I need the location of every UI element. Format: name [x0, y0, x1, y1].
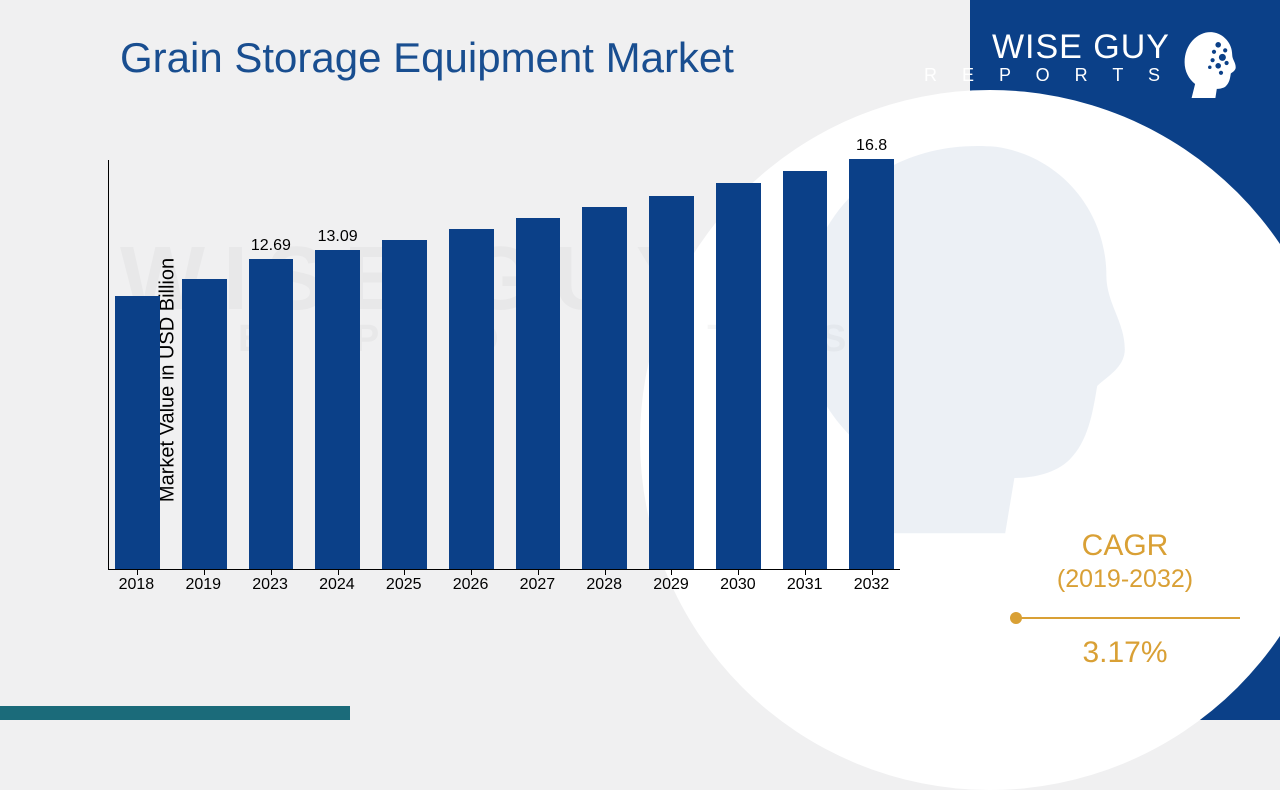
cagr-label: CAGR	[1010, 529, 1240, 563]
x-category-label: 2030	[715, 570, 760, 600]
x-category-label: 2026	[448, 570, 493, 600]
bar-chart: Market Value in USD Billion 12.6913.0916…	[60, 160, 900, 600]
cagr-divider	[1010, 608, 1240, 628]
x-category-label: 2027	[515, 570, 560, 600]
bar-value-label: 13.09	[318, 228, 358, 246]
bar	[516, 218, 561, 569]
cagr-block: CAGR (2019-2032) 3.17%	[1010, 529, 1240, 670]
bar-wrap: 16.8	[849, 159, 894, 569]
bar	[449, 229, 494, 569]
bar	[249, 259, 294, 569]
bar	[783, 171, 828, 569]
bar-wrap	[182, 279, 227, 569]
bar	[315, 250, 360, 569]
x-category-label: 2032	[849, 570, 894, 600]
bar	[582, 207, 627, 569]
x-category-label: 2023	[248, 570, 293, 600]
x-category-label: 2024	[314, 570, 359, 600]
bar-value-label: 12.69	[251, 237, 291, 255]
x-category-label: 2019	[181, 570, 226, 600]
bar-wrap	[783, 171, 828, 569]
x-category-label: 2018	[114, 570, 159, 600]
chart-title: Grain Storage Equipment Market	[120, 34, 734, 82]
plot-area: 12.69 13.09 16.8	[108, 160, 900, 570]
bar-value-label: 16.8	[856, 137, 887, 155]
bar-wrap: 13.09	[315, 250, 360, 569]
logo-head-icon	[1172, 28, 1242, 98]
bars-container: 12.69 13.09 16.8	[109, 160, 900, 569]
bar	[182, 279, 227, 569]
bottom-accent-bar	[0, 706, 350, 720]
cagr-period: (2019-2032)	[1010, 565, 1240, 594]
x-category-label: 2028	[582, 570, 627, 600]
divider-line	[1020, 617, 1240, 619]
brand-logo: WISE GUY R E P O R T S	[924, 28, 1242, 98]
bar	[849, 159, 894, 569]
bar-wrap	[449, 229, 494, 569]
logo-line2: R E P O R T S	[924, 65, 1170, 86]
bar	[382, 240, 427, 569]
bar-wrap	[716, 183, 761, 569]
bar-wrap	[582, 207, 627, 569]
bar-wrap: 12.69	[249, 259, 294, 569]
bar	[716, 183, 761, 569]
bar	[115, 296, 160, 569]
bar-wrap	[115, 296, 160, 569]
x-category-label: 2029	[649, 570, 694, 600]
cagr-value: 3.17%	[1010, 636, 1240, 670]
bar-wrap	[382, 240, 427, 569]
bar	[649, 196, 694, 569]
x-category-label: 2025	[381, 570, 426, 600]
bar-wrap	[649, 196, 694, 569]
x-axis-labels: 2018 2019 2023 2024 2025 2026 2027 2028 2029 2030…	[108, 570, 900, 600]
bar-wrap	[516, 218, 561, 569]
logo-line1: WISE GUY	[924, 28, 1170, 67]
x-category-label: 2031	[782, 570, 827, 600]
page: WISE GUY R E P O R T S Grain Storage Equ…	[0, 0, 1280, 720]
